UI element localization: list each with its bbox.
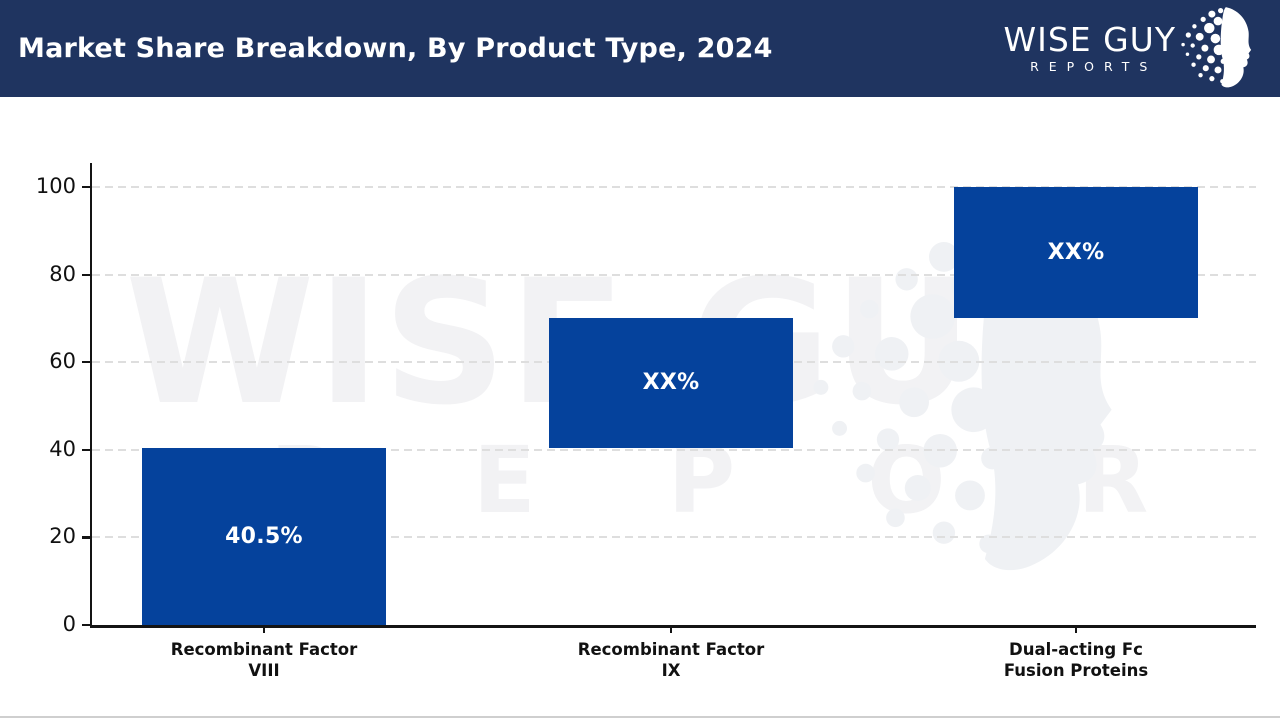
y-tick-label: 40: [49, 436, 76, 461]
gridline: [92, 273, 1256, 276]
gridline: [92, 536, 1256, 539]
y-tick: [82, 448, 91, 451]
gridline: [92, 448, 1256, 451]
dot-face-logo-icon: [1181, 6, 1252, 87]
y-tick-label: 20: [49, 524, 76, 549]
logo-wordmark: WISE GUY: [1003, 20, 1176, 60]
x-tick: [1075, 627, 1077, 633]
bar-value-label: 40.5%: [225, 523, 303, 549]
x-tick: [670, 627, 672, 633]
gridline: [92, 186, 1256, 188]
y-tick: [82, 536, 91, 539]
category-label: Dual-acting Fc Fusion Proteins: [1003, 640, 1149, 681]
bottom-rule: [0, 716, 1280, 718]
x-axis-line: [90, 625, 1256, 628]
chart-title: Market Share Breakdown, By Product Type,…: [18, 33, 773, 64]
bar: 40.5%: [142, 447, 386, 625]
bar-value-label: XX%: [1047, 240, 1105, 266]
y-tick: [82, 361, 91, 364]
wiseguy-logo: WISE GUY REPORTS: [1003, 5, 1266, 93]
y-tick: [82, 186, 91, 189]
y-tick: [82, 624, 91, 627]
category-label: Recombinant Factor VIII: [170, 640, 358, 681]
logo-subtitle: REPORTS: [1030, 59, 1158, 75]
y-tick-label: 80: [49, 261, 76, 286]
y-tick: [82, 273, 91, 276]
bar-value-label: XX%: [642, 370, 700, 396]
bar: XX%: [549, 318, 793, 448]
y-axis-line: [90, 163, 92, 627]
logo-text: WISE GUY REPORTS: [1003, 23, 1176, 74]
bar: XX%: [954, 187, 1198, 319]
x-tick: [263, 627, 265, 633]
y-tick-label: 60: [49, 349, 76, 374]
chart-area: WISE GUY R E P O R T S 02040608010040.5%…: [0, 97, 1280, 718]
header-banner: Market Share Breakdown, By Product Type,…: [0, 0, 1280, 97]
y-tick-label: 0: [62, 612, 76, 636]
y-tick-label: 100: [35, 174, 76, 198]
category-label: Recombinant Factor IX: [577, 640, 765, 681]
